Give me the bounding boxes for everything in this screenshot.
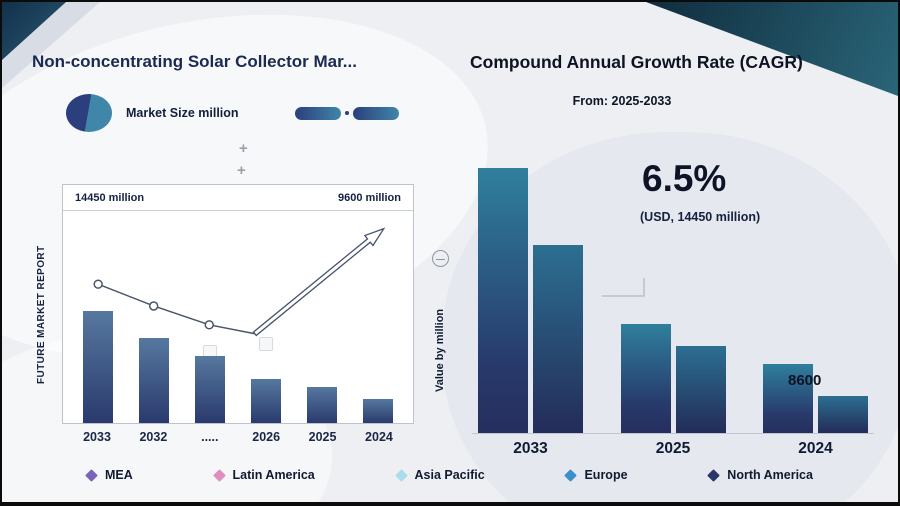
market-size-bars <box>63 311 413 423</box>
legend-item-europe: Europe <box>564 468 628 482</box>
legend-item-label: Europe <box>584 468 628 482</box>
legend-item-label: North America <box>727 468 813 482</box>
cagr-bar-2033-series-b <box>533 245 583 433</box>
right-x-axis-labels: 2033 2025 2024 <box>472 440 874 458</box>
circle-minus-icon <box>432 250 449 267</box>
cagr-value: 6.5% <box>642 158 727 199</box>
legend-item-asia-pacific: Asia Pacific <box>394 468 485 482</box>
market-size-bar-2032 <box>139 338 169 423</box>
legend-item-mea: MEA <box>85 468 133 482</box>
plus-decoration-icon: + <box>239 140 248 157</box>
right-x-label: 2024 <box>798 440 833 457</box>
ghost-square-decoration <box>259 337 273 351</box>
right-x-label: 2025 <box>655 440 691 457</box>
cagr-bar-2024-series-b <box>818 396 868 433</box>
value-callout-2024: 8600 <box>788 372 822 389</box>
capsule-icon <box>352 106 399 120</box>
corner-accent-top-right <box>646 2 898 96</box>
region-legend: MEA Latin America Asia Pacific Europe North … <box>85 468 813 482</box>
chart-header-labels: 14450 million 9600 million <box>63 185 413 211</box>
market-size-start-value: 14450 million <box>75 192 145 204</box>
left-x-label: 2026 <box>252 430 281 444</box>
left-x-axis-labels: 2033 2032..... 2026 2025 2024 <box>62 430 414 444</box>
market-size-legend: Market Size million <box>66 92 399 134</box>
legend-item-label: Latin America <box>232 468 315 482</box>
left-x-label: 2033 <box>83 430 111 444</box>
dot-icon <box>344 111 349 115</box>
plus-decoration-icon: + <box>237 162 246 179</box>
legend-item-label: Asia Pacific <box>414 468 485 482</box>
right-chart-title: Compound Annual Growth Rate (CAGR) <box>470 52 803 72</box>
legend-item-latin-america: Latin America <box>212 468 315 482</box>
legend-diamond-icon <box>212 468 226 482</box>
cagr-bar-2033-series-a <box>478 168 528 433</box>
legend-diamond-icon <box>707 468 721 482</box>
cagr-chart <box>472 162 874 434</box>
cagr-bar-group-2025 <box>620 324 726 433</box>
cagr-bar-2025-series-a <box>620 324 671 433</box>
market-size-bar-2024 <box>363 399 393 423</box>
cagr-bar-group-2024 <box>763 364 868 433</box>
left-x-label: 2032 <box>139 430 168 444</box>
left-x-label: 2025 <box>308 430 337 444</box>
right-y-axis-label: Value by million <box>434 308 446 392</box>
legend-item-north-america: North America <box>707 468 813 482</box>
step-decoration <box>602 278 645 297</box>
market-size-chart: 14450 million 9600 million <box>62 184 414 424</box>
pie-chart-icon <box>66 94 112 132</box>
market-size-legend-label: Market Size million <box>126 106 239 120</box>
legend-diamond-icon <box>394 468 408 482</box>
cagr-period-subtitle: From: 2025-2033 <box>572 94 672 108</box>
left-x-label: ..... <box>201 430 219 444</box>
legend-diamond-icon <box>85 468 98 482</box>
market-size-bar-2025 <box>307 387 337 423</box>
right-x-label: 2033 <box>513 440 548 457</box>
cagr-detail: (USD, 14450 million) <box>640 210 761 224</box>
left-y-axis-label: FUTURE MARKET REPORT <box>36 245 47 385</box>
cagr-bar-2024-series-a <box>763 364 813 433</box>
cagr-bar-2025-series-b <box>675 346 726 433</box>
legend-diamond-icon <box>564 468 578 482</box>
left-chart-title: Non-concentrating Solar Collector Mar... <box>32 52 357 71</box>
market-size-end-value: 9600 million <box>338 192 401 204</box>
legend-item-label: MEA <box>105 468 133 482</box>
market-size-bar-2033 <box>83 311 113 423</box>
cagr-bar-group-2033 <box>478 168 583 433</box>
left-x-label: 2024 <box>365 430 393 444</box>
capsule-icon <box>294 106 341 120</box>
market-size-bar-2026 <box>251 379 281 423</box>
market-size-bar-..... <box>195 356 225 423</box>
